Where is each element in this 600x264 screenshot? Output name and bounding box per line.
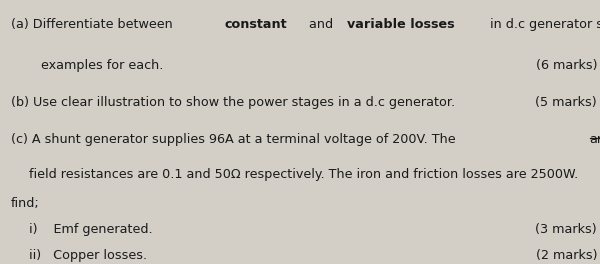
- Text: (a) Differentiate between: (a) Differentiate between: [11, 18, 176, 31]
- Text: constant: constant: [224, 18, 287, 31]
- Text: and: and: [305, 18, 338, 31]
- Text: (2 marks): (2 marks): [536, 249, 597, 262]
- Text: examples for each.: examples for each.: [41, 59, 163, 72]
- Text: (3 marks): (3 marks): [535, 223, 597, 236]
- Text: ii)   Copper losses.: ii) Copper losses.: [29, 249, 147, 262]
- Text: (b) Use clear illustration to show the power stages in a d.c generator.: (b) Use clear illustration to show the p…: [11, 96, 455, 109]
- Text: (6 marks): (6 marks): [536, 59, 597, 72]
- Text: i)    Emf generated.: i) Emf generated.: [29, 223, 152, 236]
- Text: (c) A shunt generator supplies 96A at a terminal voltage of 200V. The: (c) A shunt generator supplies 96A at a …: [11, 133, 460, 146]
- Text: (5 marks): (5 marks): [535, 96, 597, 109]
- Text: variable losses: variable losses: [347, 18, 455, 31]
- Text: find;: find;: [11, 197, 40, 210]
- Text: armature: armature: [590, 133, 600, 146]
- Text: field resistances are 0.1 and 50Ω respectively. The iron and friction losses are: field resistances are 0.1 and 50Ω respec…: [29, 168, 578, 181]
- Text: in d.c generator stating two: in d.c generator stating two: [486, 18, 600, 31]
